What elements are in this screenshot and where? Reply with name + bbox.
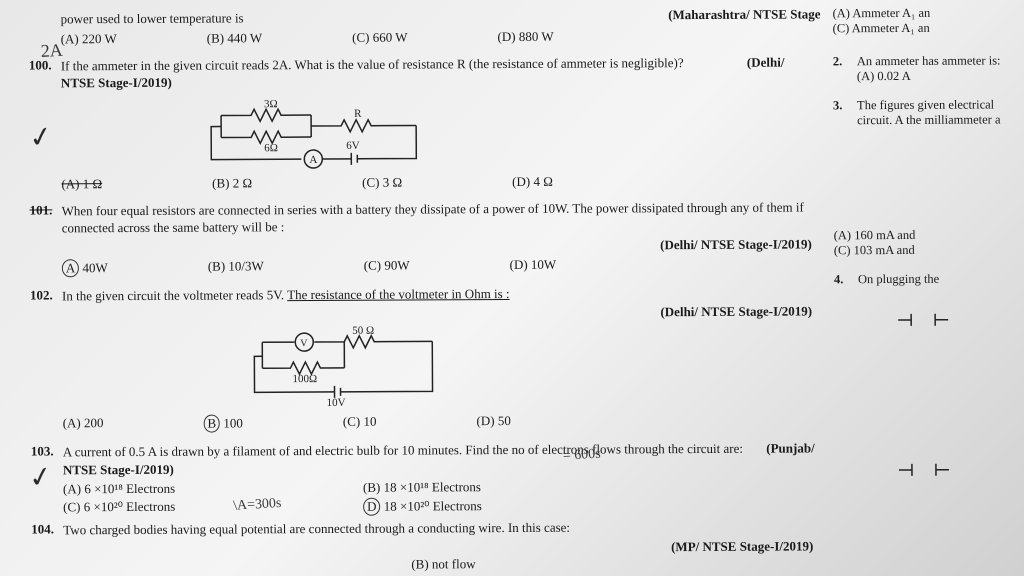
q101-opt-a: 40W: [82, 260, 107, 275]
right-1c: (C) Ammeter A₁ an: [833, 20, 1011, 36]
c100-r3: R: [354, 107, 362, 119]
q100-opt-c: (C) 3 Ω: [362, 174, 402, 190]
right-2-body: An ammeter has ammeter is: (A) 0.02 A: [857, 53, 1001, 84]
q102-options: (A) 200 B 100 (C) 10 (D) 50: [63, 412, 823, 434]
right-column: (A) Ammeter A₁ an (C) Ammeter A₁ an 2. A…: [833, 5, 1014, 487]
q104-num: 104.: [13, 522, 63, 575]
q103-opt-c: (C) 6 ×10²⁰ Electrons: [63, 498, 323, 517]
c100-r2: 6Ω: [264, 142, 278, 154]
q100-circuit: 3Ω 6Ω R 6V A: [201, 94, 441, 171]
right-1a: (A) Ammeter A₁ an: [833, 5, 1011, 21]
q100-text1: If the ammeter in the given circuit read…: [61, 55, 684, 73]
q100-options: (A) 1 Ω (B) 2 Ω (C) 3 Ω (D) 4 Ω: [61, 172, 821, 192]
q102-text1: In the given circuit the voltmeter reads…: [62, 287, 287, 303]
c102-vm: V: [300, 338, 308, 349]
q99-opt-c: (C) 660 W: [352, 29, 407, 45]
right-2-a: (A) 0.02 A: [857, 68, 1001, 84]
handwrite-2a: 2A: [40, 40, 63, 62]
q101-source: (Delhi/ NTSE Stage-I/2019): [62, 236, 822, 256]
q101-options: A 40W (B) 10/3W (C) 90W (D) 10W: [62, 255, 822, 277]
q102-text: In the given circuit the voltmeter reads…: [62, 283, 822, 305]
q102-opt-c: (C) 10: [343, 414, 377, 432]
q103-opt-d-ring: D: [363, 498, 380, 516]
c100-r1: 3Ω: [264, 98, 278, 110]
q102-circuit: V 50 Ω 100Ω 10V: [242, 326, 462, 411]
q104-opt-b: (B) not flow: [63, 554, 823, 574]
page: power used to lower temperature is (A) 2…: [11, 5, 1014, 574]
q102-source: (Delhi/ NTSE Stage-I/2019): [62, 304, 822, 324]
q99-options: (A) 220 W (B) 440 W (C) 660 W (D) 880 W: [61, 27, 821, 47]
right-4a: (A) 160 mA and: [834, 227, 1012, 243]
c100-amm: A: [309, 154, 317, 166]
q102-opt-d: (D) 50: [476, 413, 510, 431]
q100-opt-d: (D) 4 Ω: [512, 173, 553, 189]
handwrite-600: = 600s: [562, 447, 601, 465]
q101-opt-c: (C) 90W: [364, 257, 410, 275]
right-4: (A) 160 mA and (C) 103 mA and: [834, 227, 1012, 258]
q102-opt-b-ring: B: [203, 415, 220, 433]
q101-opt-d: (D) 10W: [510, 257, 557, 275]
q102-num: 102.: [12, 287, 63, 440]
right-5: 4. On plugging the: [834, 271, 1012, 287]
q99-source: (Maharashtra/ NTSE Stage: [668, 6, 820, 23]
c102-r1: 100Ω: [292, 373, 317, 385]
q104-text: Two charged bodies having equal potentia…: [63, 518, 823, 540]
handwrite-peel: \A=300s: [233, 496, 282, 515]
q103-text1: A current of 0.5 A is drawn by a filamen…: [63, 441, 743, 460]
right-4c: (C) 103 mA and: [834, 242, 1012, 258]
q101-opt-b: (B) 10/3W: [208, 258, 264, 276]
right-wrap-icon: [834, 306, 1012, 337]
q100-opt-a: (A) 1 Ω: [61, 176, 102, 192]
q103-opt-d: 18 ×10²⁰ Electrons: [384, 499, 482, 515]
right-2-text: An ammeter has ammeter is:: [857, 53, 1001, 69]
right-2-num: 2.: [833, 54, 857, 84]
q100-opt-b: (B) 2 Ω: [212, 175, 252, 191]
q101-num: 101.: [12, 202, 62, 283]
right-wrap-icon-2: [835, 456, 1013, 487]
right-3-num: 3.: [833, 98, 857, 128]
q99-opt-d: (D) 880 W: [497, 28, 553, 44]
q104-body: Two charged bodies having equal potentia…: [63, 517, 1013, 575]
q104-text1: Two charged bodies having equal potentia…: [63, 520, 570, 538]
q99-opt-b: (B) 440 W: [207, 30, 262, 46]
q103-text: A current of 0.5 A is drawn by a filamen…: [63, 440, 823, 479]
q102-opt-a: (A) 200: [63, 415, 104, 433]
q99-opt-a: (A) 220 W: [61, 31, 117, 47]
q103-opt-a: (A) 6 ×10¹⁸ Electrons: [63, 480, 323, 497]
c102-r2: 50 Ω: [352, 326, 374, 338]
right-2: 2. An ammeter has ammeter is: (A) 0.02 A: [833, 53, 1011, 84]
right-5-text: On plugging the: [858, 272, 939, 287]
q103-options: (A) 6 ×10¹⁸ Electrons (B) 18 ×10¹⁸ Elect…: [63, 478, 823, 518]
q102-text1u: The resistance of the voltmeter in Ohm i…: [287, 286, 509, 302]
q103-opt-b: (B) 18 ×10¹⁸ Electrons: [363, 479, 623, 496]
right-1: (A) Ammeter A₁ an (C) Ammeter A₁ an: [833, 5, 1011, 36]
right-3-text: The figures given electrical circuit. A …: [857, 97, 1011, 128]
q102-opt-b: 100: [223, 416, 243, 431]
right-3: 3. The figures given electrical circuit.…: [833, 97, 1011, 128]
c102-v: 10V: [327, 397, 346, 409]
q101-text: When four equal resistors are connected …: [62, 198, 822, 237]
q104-row: 104. Two charged bodies having equal pot…: [13, 517, 1013, 575]
q101-opt-a-ring: A: [62, 259, 79, 277]
c100-v: 6V: [346, 139, 360, 151]
q100-text: If the ammeter in the given circuit read…: [61, 53, 821, 92]
right-5-num: 4.: [834, 272, 858, 287]
